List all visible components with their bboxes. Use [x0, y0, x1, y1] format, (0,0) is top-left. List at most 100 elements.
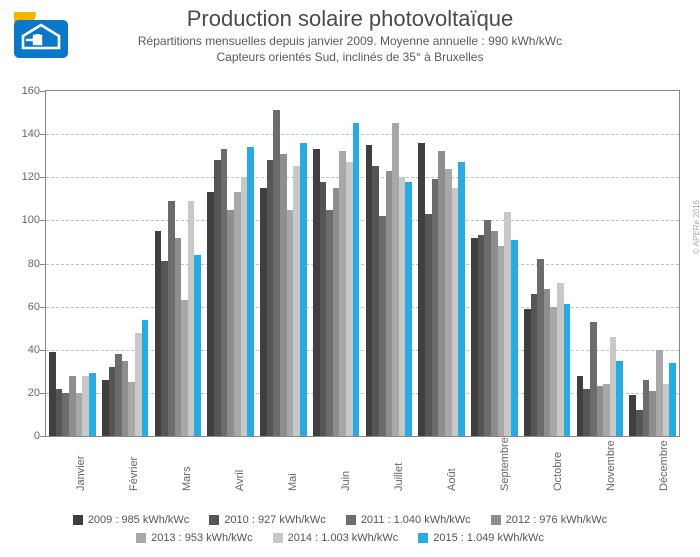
bar: [629, 395, 636, 436]
month-group: [366, 91, 412, 436]
bar: [353, 123, 360, 436]
x-tick-label: Juin: [340, 471, 352, 491]
bar: [102, 380, 109, 436]
month-group: [260, 91, 306, 436]
bar: [69, 376, 76, 436]
y-tick: [40, 307, 46, 308]
bar: [82, 376, 89, 436]
bar: [293, 166, 300, 436]
bar: [432, 179, 439, 436]
chart-header: Production solaire photovoltaïque Répart…: [0, 0, 700, 64]
bar: [564, 304, 571, 436]
month-group: [524, 91, 570, 436]
bar: [214, 160, 221, 436]
bar: [287, 210, 294, 436]
bar: [491, 231, 498, 436]
bar: [471, 238, 478, 436]
bar: [135, 333, 142, 437]
plot-area: 020406080100120140160: [45, 90, 680, 437]
month-group: [49, 91, 95, 436]
bar: [320, 182, 327, 436]
legend-swatch: [491, 515, 501, 525]
copyright-label: © APERe 2016: [692, 200, 700, 254]
bar: [663, 384, 670, 436]
bar: [557, 283, 564, 436]
bar: [273, 110, 280, 436]
bar: [372, 166, 379, 436]
month-group: [629, 91, 675, 436]
bar: [346, 162, 353, 436]
bar: [56, 389, 63, 436]
bar: [504, 212, 511, 436]
bar: [247, 147, 254, 436]
legend-item: 2015 : 1.049 kWh/kWc: [418, 532, 544, 544]
x-tick-label: Novembre: [605, 440, 617, 491]
legend-swatch: [209, 515, 219, 525]
bar: [188, 201, 195, 436]
month-group: [577, 91, 623, 436]
bar: [537, 259, 544, 436]
bar: [221, 149, 228, 436]
bar: [339, 151, 346, 436]
legend-item: 2011 : 1.040 kWh/kWc: [346, 514, 471, 526]
x-tick-label: Septembre: [499, 437, 511, 491]
y-tick: [40, 91, 46, 92]
x-tick-label: Juillet: [393, 463, 405, 491]
bar: [498, 246, 505, 436]
bar: [168, 201, 175, 436]
bar: [313, 149, 320, 436]
month-group: [102, 91, 148, 436]
bar: [425, 214, 432, 436]
legend-label: 2015 : 1.049 kWh/kWc: [433, 532, 544, 544]
bar: [155, 231, 162, 436]
chart-subtitle-1: Répartitions mensuelles depuis janvier 2…: [0, 34, 700, 48]
x-axis-labels: JanvierFévrierMarsAvrilMaiJuinJuilletAoû…: [45, 437, 680, 487]
bar: [484, 220, 491, 436]
legend-item: 2013 : 953 kWh/kWc: [136, 532, 253, 544]
bar: [458, 162, 465, 436]
bar: [161, 261, 168, 436]
bar: [669, 363, 676, 436]
legend-item: 2010 : 927 kWh/kWc: [209, 514, 326, 526]
bar: [280, 154, 287, 436]
bar: [241, 177, 248, 436]
bar: [649, 391, 656, 436]
bar: [260, 188, 267, 436]
bar: [590, 322, 597, 436]
bar: [333, 188, 340, 436]
legend-label: 2011 : 1.040 kWh/kWc: [361, 514, 471, 526]
bar: [405, 182, 412, 436]
bar: [511, 240, 518, 436]
bar: [366, 145, 373, 436]
bar: [267, 160, 274, 436]
bar: [478, 235, 485, 436]
legend-swatch: [273, 533, 283, 543]
legend-label: 2012 : 976 kWh/kWc: [506, 514, 608, 526]
bar: [452, 188, 459, 436]
legend-label: 2009 : 985 kWh/kWc: [88, 514, 190, 526]
y-tick: [40, 264, 46, 265]
bar: [577, 376, 584, 436]
month-group: [207, 91, 253, 436]
y-tick: [40, 393, 46, 394]
legend-swatch: [418, 533, 428, 543]
legend-swatch: [346, 515, 356, 525]
bar: [610, 337, 617, 436]
bar: [524, 309, 531, 436]
chart-area: 020406080100120140160 JanvierFévrierMars…: [45, 90, 680, 487]
bar: [445, 169, 452, 436]
bar: [531, 294, 538, 436]
bar: [115, 354, 122, 436]
month-group: [418, 91, 464, 436]
bar: [300, 143, 307, 436]
bar: [418, 143, 425, 436]
month-group: [155, 91, 201, 436]
legend-swatch: [73, 515, 83, 525]
legend-label: 2014 : 1.003 kWh/kWc: [288, 532, 399, 544]
legend-label: 2013 : 953 kWh/kWc: [151, 532, 253, 544]
x-tick-label: Août: [446, 468, 458, 491]
bar: [234, 192, 241, 436]
bar: [175, 238, 182, 436]
legend-item: 2012 : 976 kWh/kWc: [491, 514, 608, 526]
x-tick-label: Décembre: [658, 440, 670, 491]
